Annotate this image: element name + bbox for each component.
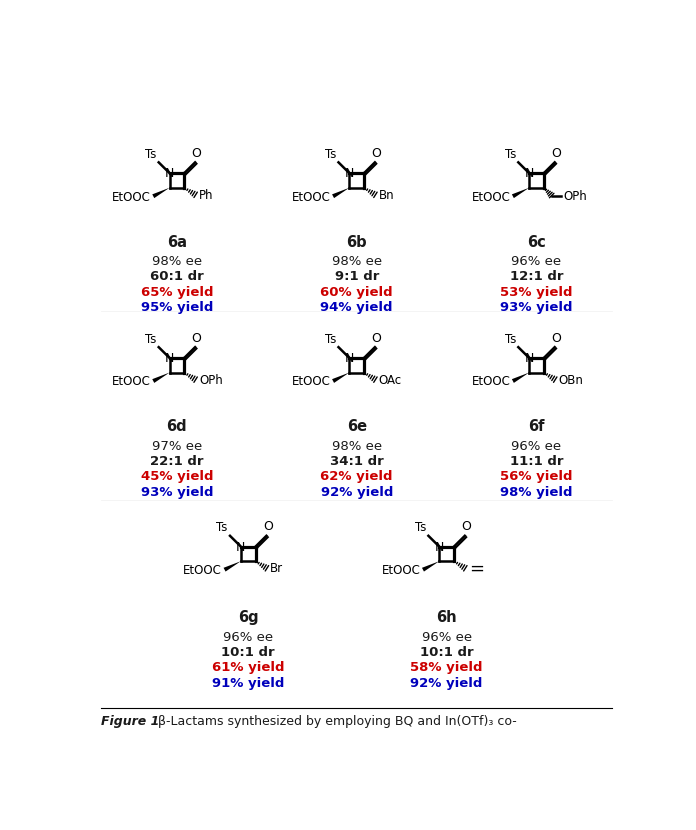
Polygon shape <box>152 188 170 198</box>
Text: O: O <box>191 332 202 344</box>
Text: EtOOC: EtOOC <box>183 564 222 577</box>
Text: 98% ee: 98% ee <box>331 255 382 268</box>
Text: 92% yield: 92% yield <box>411 676 483 690</box>
Text: Ts: Ts <box>145 333 157 345</box>
Text: Ts: Ts <box>415 521 426 535</box>
Text: O: O <box>263 520 273 534</box>
Text: 61% yield: 61% yield <box>212 662 285 674</box>
Text: EtOOC: EtOOC <box>112 375 151 388</box>
Text: N: N <box>345 168 354 180</box>
Text: OPh: OPh <box>563 190 587 203</box>
Text: 6a: 6a <box>167 235 187 250</box>
Text: N: N <box>236 541 246 554</box>
Polygon shape <box>332 188 349 198</box>
Text: 22:1 dr: 22:1 dr <box>150 455 204 468</box>
Text: 95% yield: 95% yield <box>141 301 213 314</box>
Text: 60:1 dr: 60:1 dr <box>150 271 204 283</box>
Text: 91% yield: 91% yield <box>212 676 285 690</box>
Text: Ts: Ts <box>505 333 516 345</box>
Text: 58% yield: 58% yield <box>411 662 483 674</box>
Text: O: O <box>372 332 381 344</box>
Text: 6c: 6c <box>527 235 546 250</box>
Text: 97% ee: 97% ee <box>152 440 202 452</box>
Text: 9:1 dr: 9:1 dr <box>335 271 379 283</box>
Text: 6h: 6h <box>436 609 457 624</box>
Text: 94% yield: 94% yield <box>320 301 393 314</box>
Text: 53% yield: 53% yield <box>500 286 573 299</box>
Text: 6d: 6d <box>166 419 187 434</box>
Text: 6g: 6g <box>238 609 258 624</box>
Polygon shape <box>223 561 241 572</box>
Text: N: N <box>345 352 354 365</box>
Text: EtOOC: EtOOC <box>292 375 331 388</box>
Text: N: N <box>525 352 534 365</box>
Text: 10:1 dr: 10:1 dr <box>420 646 473 659</box>
Text: 62% yield: 62% yield <box>320 471 393 483</box>
Text: 93% yield: 93% yield <box>141 486 213 499</box>
Text: N: N <box>434 541 444 554</box>
Text: 56% yield: 56% yield <box>500 471 573 483</box>
Text: 96% ee: 96% ee <box>512 255 562 268</box>
Text: 12:1 dr: 12:1 dr <box>509 271 563 283</box>
Text: Br: Br <box>270 563 283 575</box>
Text: N: N <box>525 168 534 180</box>
Text: 6b: 6b <box>347 235 367 250</box>
Text: Ts: Ts <box>505 148 516 161</box>
Text: Ts: Ts <box>216 521 228 535</box>
Text: 11:1 dr: 11:1 dr <box>509 455 563 468</box>
Text: 60% yield: 60% yield <box>320 286 393 299</box>
Text: 93% yield: 93% yield <box>500 301 573 314</box>
Text: O: O <box>551 147 561 160</box>
Text: Figure 1: Figure 1 <box>101 715 159 728</box>
Text: 98% ee: 98% ee <box>152 255 202 268</box>
Text: OAc: OAc <box>379 374 402 387</box>
Text: EtOOC: EtOOC <box>472 191 511 203</box>
Text: =: = <box>470 560 484 578</box>
Polygon shape <box>512 373 529 383</box>
Text: 65% yield: 65% yield <box>141 286 213 299</box>
Text: EtOOC: EtOOC <box>292 191 331 203</box>
Text: β-Lactams synthesized by employing BQ and In(OTf)₃ co-: β-Lactams synthesized by employing BQ an… <box>146 715 516 728</box>
Text: 98% yield: 98% yield <box>500 486 573 499</box>
Text: 92% yield: 92% yield <box>321 486 393 499</box>
Text: 10:1 dr: 10:1 dr <box>221 646 275 659</box>
Text: 6f: 6f <box>528 419 545 434</box>
Text: EtOOC: EtOOC <box>112 191 151 203</box>
Text: 34:1 dr: 34:1 dr <box>330 455 383 468</box>
Text: O: O <box>461 520 471 534</box>
Text: OBn: OBn <box>559 374 583 387</box>
Polygon shape <box>152 373 170 383</box>
Text: 45% yield: 45% yield <box>141 471 213 483</box>
Text: EtOOC: EtOOC <box>472 375 511 388</box>
Text: 6e: 6e <box>347 419 367 434</box>
Text: Ts: Ts <box>145 148 157 161</box>
Text: O: O <box>191 147 202 160</box>
Polygon shape <box>332 373 349 383</box>
Text: OPh: OPh <box>199 374 223 387</box>
Text: Ph: Ph <box>199 189 214 202</box>
Text: O: O <box>551 332 561 344</box>
Text: 96% ee: 96% ee <box>223 631 274 643</box>
Text: N: N <box>165 168 174 180</box>
Text: EtOOC: EtOOC <box>382 564 420 577</box>
Text: 98% ee: 98% ee <box>331 440 382 452</box>
Text: N: N <box>165 352 174 365</box>
Text: 96% ee: 96% ee <box>512 440 562 452</box>
Text: Ts: Ts <box>325 333 336 345</box>
Polygon shape <box>422 561 439 572</box>
Text: O: O <box>372 147 381 160</box>
Text: Ts: Ts <box>325 148 336 161</box>
Text: 96% ee: 96% ee <box>422 631 472 643</box>
Polygon shape <box>512 188 529 198</box>
Text: Bn: Bn <box>379 189 395 202</box>
